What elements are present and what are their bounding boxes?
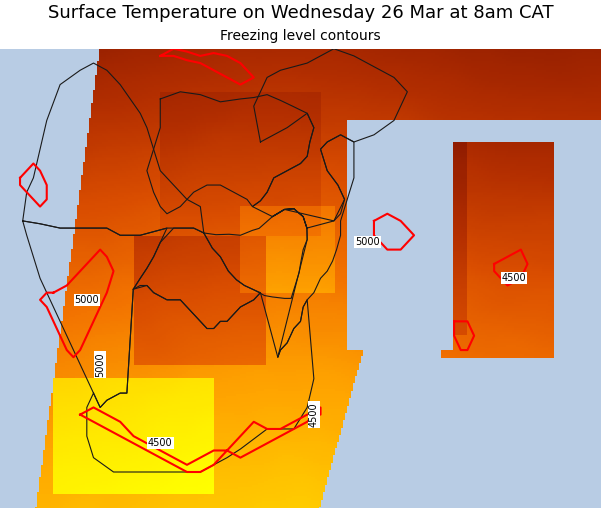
Text: 5000: 5000	[355, 238, 380, 247]
Text: 5000: 5000	[75, 295, 99, 305]
Text: 4500: 4500	[148, 438, 172, 448]
Text: 5000: 5000	[95, 352, 105, 377]
Text: Surface Temperature on Wednesday 26 Mar at 8am CAT: Surface Temperature on Wednesday 26 Mar …	[47, 4, 554, 22]
Text: 4500: 4500	[502, 273, 526, 283]
Text: 4500: 4500	[309, 402, 319, 427]
Text: Freezing level contours: Freezing level contours	[220, 29, 381, 43]
